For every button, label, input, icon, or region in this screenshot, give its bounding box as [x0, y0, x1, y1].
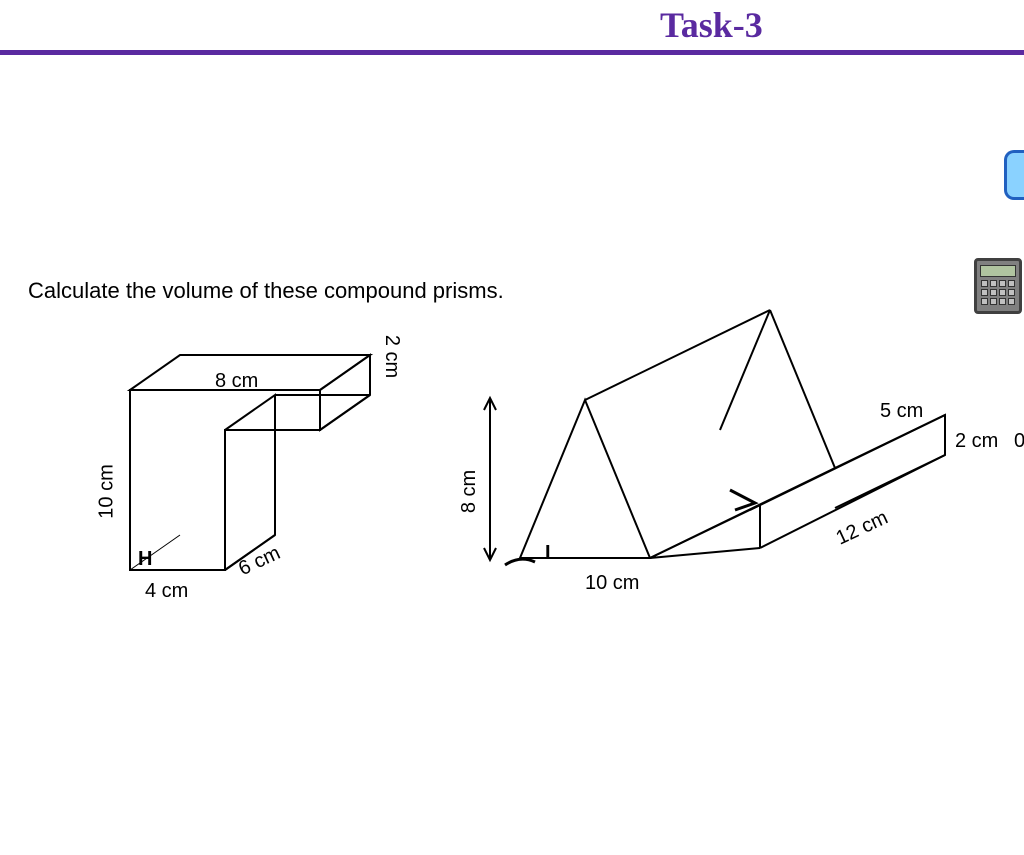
fig-h-top-thick: 2 cm	[380, 335, 403, 378]
question-text: Calculate the volume of these compound p…	[28, 278, 504, 304]
clip-icon	[1004, 150, 1024, 200]
fig-h-label: H	[138, 548, 152, 571]
figure-i-svg	[460, 320, 1020, 630]
figure-h-svg	[70, 325, 470, 625]
fig-h-left-height: 10 cm	[96, 464, 119, 518]
fig-i-label: I	[545, 542, 551, 565]
calculator-screen	[980, 265, 1016, 277]
calculator-buttons	[981, 280, 1015, 305]
page-title: Task-3	[660, 4, 763, 46]
edge-text: 0	[1014, 430, 1024, 453]
fig-h-top-width: 8 cm	[215, 370, 258, 393]
fig-i-height: 8 cm	[458, 470, 481, 513]
fig-i-base: 10 cm	[585, 572, 639, 595]
fig-i-ext-thick: 2 cm	[955, 430, 998, 453]
calculator-icon	[974, 258, 1022, 314]
fig-h-base-width: 4 cm	[145, 580, 188, 603]
fig-i-ext-len: 5 cm	[880, 400, 923, 423]
figures: 8 cm 2 cm 10 cm 6 cm 4 cm H	[20, 320, 1010, 630]
header-rule	[0, 50, 1024, 55]
